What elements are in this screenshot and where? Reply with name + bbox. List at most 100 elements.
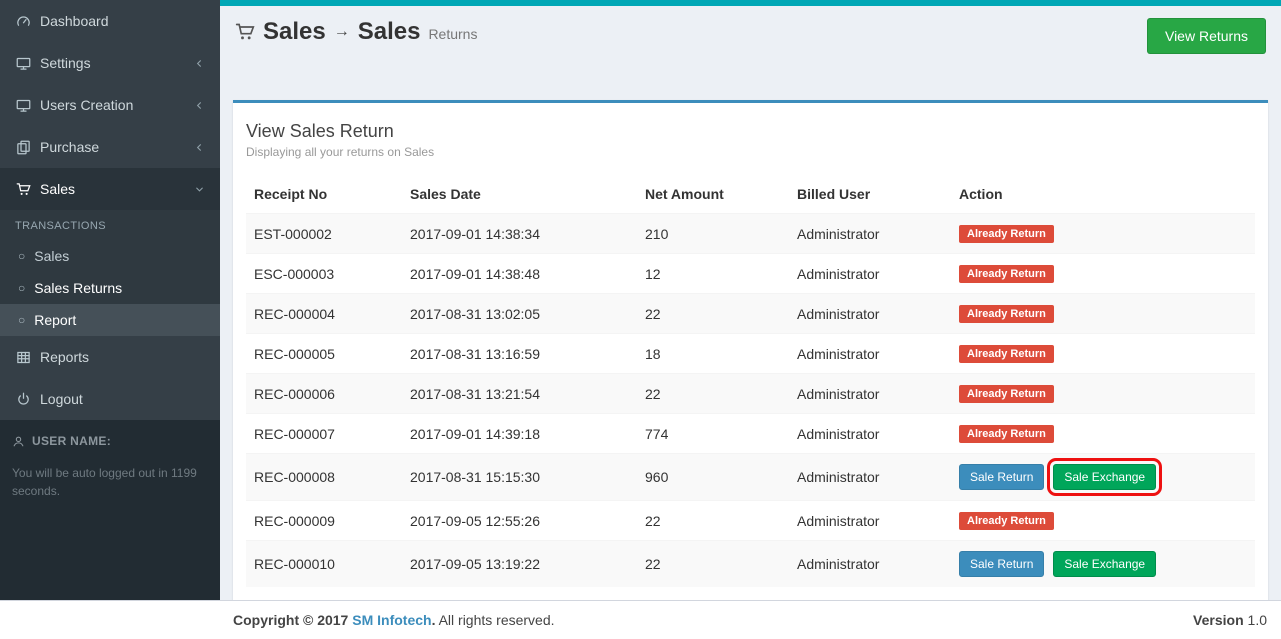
sale-return-button[interactable]: Sale Return [959,551,1045,577]
billed-user-cell: Administrator [789,293,951,334]
breadcrumb-section: Sales [263,18,326,45]
sidebar-item-reports[interactable]: Reports [0,336,220,378]
net-amount-cell: 210 [637,213,789,254]
circle-icon: ○ [18,281,26,295]
sales-date-cell: 2017-08-31 15:15:30 [402,453,637,501]
table-row: ESC-000003 2017-09-01 14:38:48 12 Admini… [246,253,1255,294]
table-row: REC-000006 2017-08-31 13:21:54 22 Admini… [246,373,1255,414]
already-return-badge: Already Return [959,345,1054,363]
net-amount-cell: 22 [637,540,789,587]
sales-returns-table-body: EST-000002 2017-09-01 14:38:34 210 Admin… [246,213,1255,587]
sidebar-subitem-label: Sales Returns [34,280,123,296]
card-title: View Sales Return [246,121,394,141]
receipt-no-cell: ESC-000003 [246,253,402,294]
net-amount-cell: 22 [637,500,789,541]
copyright-suffix: All rights reserved. [435,612,555,628]
action-cell: Sale Return Sale Exchange [951,540,1255,587]
sidebar-item-label: Purchase [40,139,100,155]
receipt-no-cell: REC-000005 [246,333,402,374]
net-amount-cell: 22 [637,373,789,414]
monitor-icon [15,98,31,113]
sidebar-item-label: Users Creation [40,97,134,113]
sidebar-item-label: Logout [40,391,83,407]
copy-icon [15,140,31,155]
sidebar-item-users-creation[interactable]: Users Creation [0,84,220,126]
sidebar-subitem-sales[interactable]: ○ Sales [0,240,220,272]
column-header-receipt-no: Receipt No [246,175,402,214]
receipt-no-cell: REC-000007 [246,413,402,454]
sales-date-cell: 2017-08-31 13:02:05 [402,293,637,334]
cart-icon [15,182,31,197]
breadcrumb-page: Sales [357,18,421,45]
already-return-badge: Already Return [959,425,1054,443]
already-return-badge: Already Return [959,385,1054,403]
action-cell: Already Return [951,333,1255,374]
receipt-no-cell: REC-000008 [246,453,402,501]
sales-submenu: TRANSACTIONS ○ Sales ○ Sales Returns ○ R… [0,210,220,336]
sidebar-item-label: Settings [40,55,91,71]
user-icon [12,435,25,448]
power-icon [15,392,31,407]
sales-date-cell: 2017-08-31 13:16:59 [402,333,637,374]
user-panel: USER NAME: You will be auto logged out i… [0,420,220,600]
already-return-badge: Already Return [959,225,1054,243]
circle-icon: ○ [18,313,26,327]
sale-exchange-button-highlighted[interactable]: Sale Exchange [1047,458,1163,496]
auto-logout-notice: You will be auto logged out in 1199 seco… [12,466,197,498]
already-return-badge: Already Return [959,305,1054,323]
sidebar-item-logout[interactable]: Logout [0,378,220,420]
billed-user-cell: Administrator [789,540,951,587]
net-amount-cell: 18 [637,333,789,374]
sales-date-cell: 2017-09-01 14:39:18 [402,413,637,454]
sidebar-item-purchase[interactable]: Purchase [0,126,220,168]
table-row: EST-000002 2017-09-01 14:38:34 210 Admin… [246,213,1255,254]
chevron-left-icon [194,100,205,111]
action-cell: Already Return [951,413,1255,454]
table-row: REC-000005 2017-08-31 13:16:59 18 Admini… [246,333,1255,374]
version-value: 1.0 [1247,612,1267,628]
footer: Copyright © 2017 SM Infotech. All rights… [0,600,1281,639]
sale-exchange-button[interactable]: Sale Exchange [1053,551,1157,577]
billed-user-cell: Administrator [789,500,951,541]
sales-date-cell: 2017-09-05 13:19:22 [402,540,637,587]
receipt-no-cell: REC-000006 [246,373,402,414]
sidebar-subitem-report[interactable]: ○ Report [0,304,220,336]
sidebar-item-label: Sales [40,181,76,197]
billed-user-cell: Administrator [789,333,951,374]
company-link[interactable]: SM Infotech [352,612,432,628]
view-returns-button[interactable]: View Returns [1146,18,1266,54]
already-return-badge: Already Return [959,265,1054,283]
copyright-text: Copyright © 2017 SM Infotech. All rights… [233,612,555,628]
arrow-icon: → [333,23,350,40]
action-cell: Sale Return Sale Exchange [951,453,1255,501]
billed-user-cell: Administrator [789,213,951,254]
action-cell: Already Return [951,293,1255,334]
username-label: USER NAME: [32,434,112,448]
billed-user-cell: Administrator [789,373,951,414]
top-accent-bar [220,0,1281,6]
sidebar-item-label: Reports [40,349,90,365]
sidebar-item-dashboard[interactable]: Dashboard [0,0,220,42]
dashboard-icon [15,14,31,29]
already-return-badge: Already Return [959,512,1054,530]
sidebar-item-label: Dashboard [40,13,109,29]
table-header-row: Receipt No Sales Date Net Amount Billed … [246,175,1255,214]
column-header-action: Action [951,175,1255,214]
action-cell: Already Return [951,373,1255,414]
sidebar-item-sales[interactable]: Sales [0,168,220,210]
billed-user-cell: Administrator [789,253,951,294]
sales-date-cell: 2017-09-01 14:38:34 [402,213,637,254]
table-row: REC-000010 2017-09-05 13:19:22 22 Admini… [246,540,1255,587]
sidebar-subitem-sales-returns[interactable]: ○ Sales Returns [0,272,220,304]
sale-return-button[interactable]: Sale Return [959,464,1045,490]
breadcrumb-page-suffix: Returns [428,26,478,42]
card-subtitle: Displaying all your returns on Sales [246,145,435,159]
sidebar-item-settings[interactable]: Settings [0,42,220,84]
sales-returns-card: View Sales Return Displaying all your re… [233,100,1268,609]
sidebar-subitem-label: Report [34,312,77,328]
chevron-left-icon [194,142,205,153]
receipt-no-cell: REC-000004 [246,293,402,334]
cart-icon [235,22,255,42]
table-row: REC-000008 2017-08-31 15:15:30 960 Admin… [246,453,1255,501]
copyright-dot: . [431,612,436,628]
